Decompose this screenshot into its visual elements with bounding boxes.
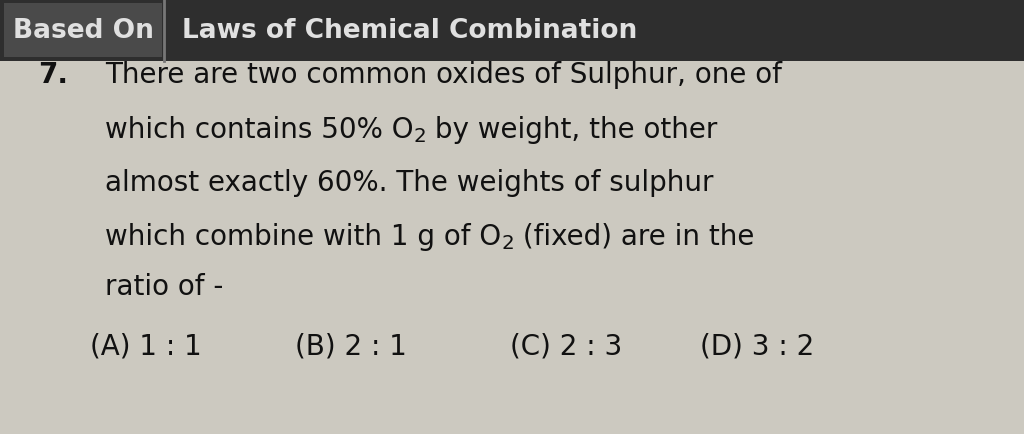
Text: which combine with 1 g of O: which combine with 1 g of O [105,223,501,250]
Text: (fixed) are in the: (fixed) are in the [514,223,755,250]
Text: almost exactly 60%. The weights of sulphur: almost exactly 60%. The weights of sulph… [105,169,714,197]
Text: ratio of -: ratio of - [105,273,223,300]
Text: (A) 1 : 1: (A) 1 : 1 [90,332,202,360]
Text: 7.: 7. [38,61,68,89]
Text: Based On: Based On [12,18,154,44]
Bar [0,0,1024,62]
Text: Laws of Chemical Combination: Laws of Chemical Combination [182,18,637,44]
Bar [4,4,162,58]
Text: 2: 2 [414,127,426,146]
Text: by weight, the other: by weight, the other [426,116,718,144]
Text: (B) 2 : 1: (B) 2 : 1 [295,332,407,360]
Text: (C) 2 : 3: (C) 2 : 3 [510,332,623,360]
Text: There are two common oxides of Sulphur, one of: There are two common oxides of Sulphur, … [105,61,782,89]
Text: which contains 50% O: which contains 50% O [105,116,414,144]
Text: (D) 3 : 2: (D) 3 : 2 [700,332,814,360]
Text: 2: 2 [501,234,514,253]
